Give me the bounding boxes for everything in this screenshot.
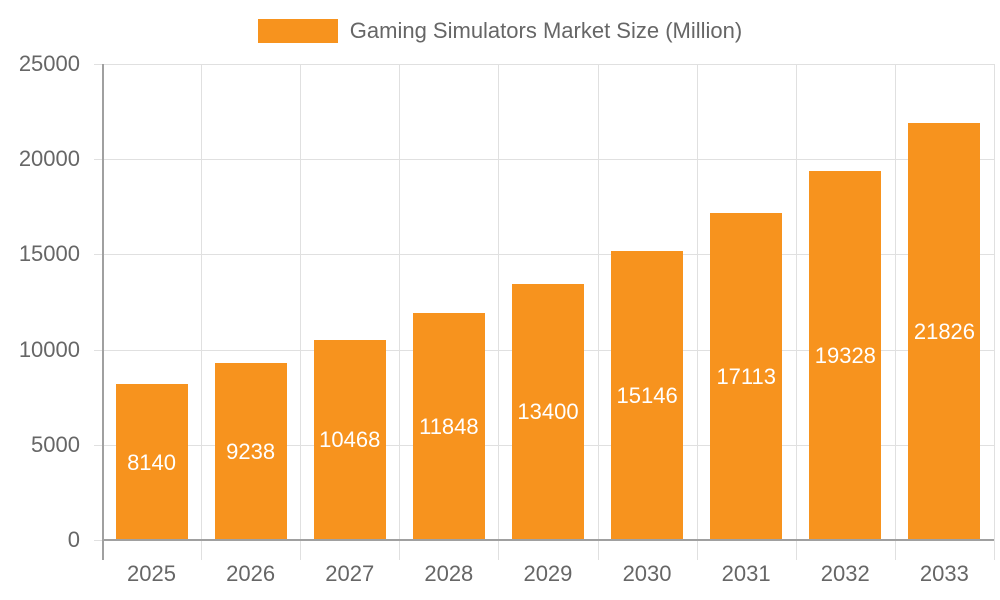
bar-value-label: 9238 [226, 439, 276, 465]
gridline-vertical [597, 64, 599, 560]
bar-2028[interactable]: 11848 [412, 313, 485, 539]
bar-value-label: 15146 [616, 382, 678, 408]
bar-2026[interactable]: 9238 [214, 363, 287, 539]
bar-value-label: 17113 [716, 364, 776, 390]
x-tick-label: 2033 [919, 561, 969, 586]
x-tick-label: 2031 [721, 561, 771, 586]
gridline-vertical [201, 64, 203, 560]
bar-value-label: 11848 [419, 414, 479, 440]
gridline-vertical [894, 64, 896, 560]
y-tick-label: 25000 [18, 51, 80, 76]
y-axis-line [102, 64, 104, 560]
y-tick-label: 20000 [18, 146, 80, 172]
x-tick-label: 2029 [523, 561, 573, 586]
bar-value-label: 21826 [913, 319, 976, 345]
bar-2032[interactable]: 19328 [809, 171, 882, 539]
bar-2027[interactable]: 10468 [313, 339, 386, 539]
x-tick-label: 2028 [424, 561, 474, 586]
bar-2030[interactable]: 15146 [611, 250, 684, 539]
bar-value-label: 10468 [319, 427, 381, 453]
gridline-vertical [994, 64, 995, 560]
bar-2029[interactable]: 13400 [512, 283, 584, 539]
y-tick-label: 0 [67, 527, 80, 552]
x-tick-label: 2030 [622, 561, 672, 586]
bar-value-label: 8140 [127, 449, 177, 475]
gridline-horizontal [94, 64, 994, 65]
gridline-vertical [795, 64, 797, 560]
y-tick-label: 15000 [18, 241, 80, 267]
chart-legend[interactable]: Gaming Simulators Market Size (Million) [0, 18, 1000, 44]
gridline-vertical [696, 64, 698, 560]
gridline-horizontal [94, 159, 994, 161]
x-tick-label: 2025 [127, 561, 176, 586]
legend-swatch [257, 19, 338, 43]
bar-2025[interactable]: 8140 [115, 384, 188, 539]
bar-2031[interactable]: 17113 [710, 213, 783, 539]
bar-value-label: 13400 [517, 399, 579, 425]
y-tick-label: 5000 [31, 431, 80, 457]
plot-area: 8140 9238 10468 11848 13400 15146 17113 19328 21… [94, 64, 995, 560]
gridline-horizontal [94, 254, 994, 256]
gridline-vertical [300, 64, 302, 560]
gridline-vertical [498, 64, 500, 560]
bar-value-label: 19328 [814, 343, 876, 368]
gridline-vertical [399, 64, 401, 560]
x-tick-label: 2032 [820, 561, 870, 586]
y-tick-label: 10000 [18, 336, 80, 362]
x-tick-label: 2026 [226, 561, 276, 586]
legend-label: Gaming Simulators Market Size (Million) [349, 18, 743, 43]
x-axis-line [102, 539, 994, 541]
bar-2033[interactable]: 21826 [908, 123, 981, 539]
x-tick-label: 2027 [325, 561, 375, 586]
